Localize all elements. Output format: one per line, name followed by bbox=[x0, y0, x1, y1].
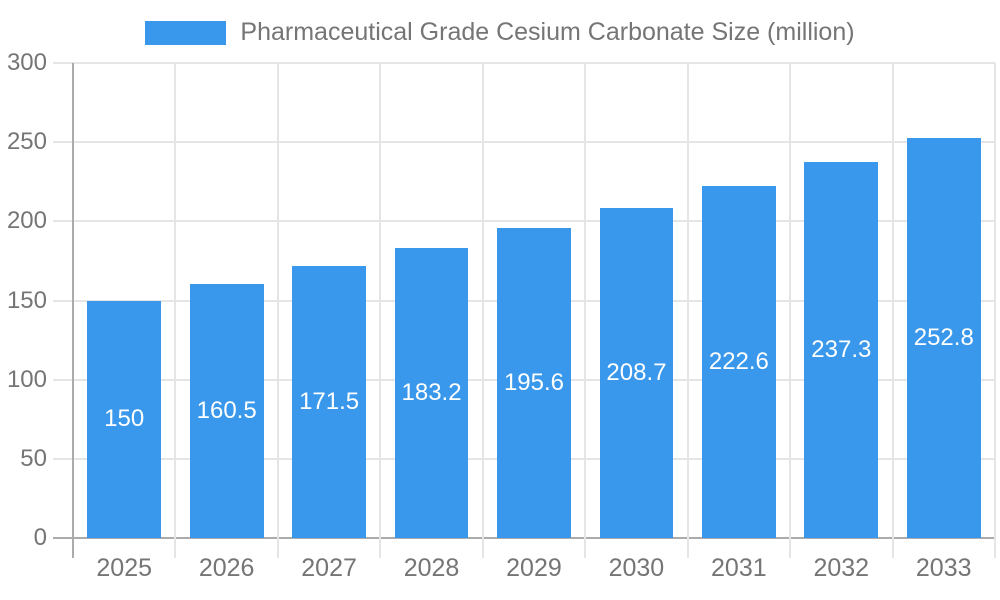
y-tick-label: 0 bbox=[33, 524, 47, 551]
chart-legend[interactable]: Pharmaceutical Grade Cesium Carbonate Si… bbox=[0, 18, 1000, 47]
legend-label: Pharmaceutical Grade Cesium Carbonate Si… bbox=[240, 18, 855, 46]
x-gridline bbox=[276, 63, 279, 558]
legend-swatch bbox=[145, 20, 227, 45]
x-gridline bbox=[789, 63, 792, 558]
y-tick-label: 300 bbox=[6, 49, 47, 76]
bar-2028[interactable]: 183.2 bbox=[394, 247, 469, 538]
bar-value-label: 160.5 bbox=[196, 396, 257, 424]
x-tick-label: 2025 bbox=[96, 554, 153, 582]
x-gridline bbox=[174, 63, 177, 558]
y-tick-label: 50 bbox=[20, 444, 47, 472]
x-tick-label: 2028 bbox=[403, 554, 460, 582]
bar-value-label: 208.7 bbox=[606, 358, 667, 386]
x-gridline bbox=[686, 63, 689, 558]
x-tick-label: 2030 bbox=[608, 554, 665, 582]
y-axis-line bbox=[72, 63, 74, 558]
bar-value-label: 195.6 bbox=[503, 369, 565, 397]
y-gridline bbox=[53, 141, 995, 144]
bar-2032[interactable]: 237.3 bbox=[804, 162, 879, 538]
x-gridline bbox=[891, 63, 894, 558]
bar-2033[interactable]: 252.8 bbox=[906, 137, 981, 538]
y-tick-label: 100 bbox=[6, 365, 47, 393]
x-tick-label: 2026 bbox=[198, 554, 255, 582]
x-tick-label: 2029 bbox=[506, 554, 562, 582]
x-tick-label: 2033 bbox=[915, 554, 972, 582]
y-gridline bbox=[53, 62, 995, 64]
bar-value-label: 171.5 bbox=[299, 388, 360, 416]
bar-2026[interactable]: 160.5 bbox=[189, 283, 264, 538]
x-gridline bbox=[379, 63, 382, 558]
bar-value-label: 222.6 bbox=[708, 347, 769, 375]
plot-area: 150 160.5 171.5 183.2 195.6 208.7 222.6 237.3 25… bbox=[53, 62, 996, 558]
x-gridline bbox=[994, 63, 996, 558]
bar-2030[interactable]: 208.7 bbox=[599, 207, 674, 538]
y-axis-labels: 0 50 100 150 200 250 300 bbox=[0, 51, 47, 550]
x-gridline bbox=[481, 63, 484, 558]
bar-2027[interactable]: 171.5 bbox=[292, 266, 366, 538]
x-gridline bbox=[584, 63, 587, 558]
bar-2029[interactable]: 195.6 bbox=[497, 228, 571, 538]
bar-value-label: 252.8 bbox=[913, 323, 974, 351]
x-tick-label: 2031 bbox=[711, 554, 767, 582]
bar-value-label: 150 bbox=[104, 405, 145, 433]
x-axis-labels: 2025 2026 2027 2028 2029 2030 2031 2032 2033 bbox=[73, 556, 995, 581]
y-tick-label: 250 bbox=[6, 128, 47, 156]
y-tick-label: 200 bbox=[6, 207, 47, 235]
bar-2025[interactable]: 150 bbox=[87, 300, 162, 538]
bar-value-label: 237.3 bbox=[811, 336, 872, 364]
x-tick-label: 2032 bbox=[813, 554, 870, 582]
y-gridline bbox=[53, 220, 995, 223]
x-tick-label: 2027 bbox=[301, 554, 357, 582]
bar-2031[interactable]: 222.6 bbox=[702, 185, 776, 538]
x-axis-line bbox=[53, 537, 995, 539]
y-tick-label: 150 bbox=[6, 286, 47, 314]
bar-value-label: 183.2 bbox=[401, 378, 462, 406]
